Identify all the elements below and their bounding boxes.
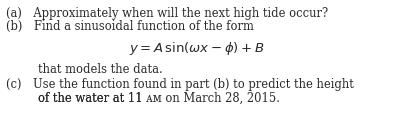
Text: $y = A\,\sin(\omega x - \phi) + B$: $y = A\,\sin(\omega x - \phi) + B$: [129, 40, 265, 57]
Text: that models the data.: that models the data.: [38, 63, 163, 76]
Text: (b) Find a sinusoidal function of the form: (b) Find a sinusoidal function of the fo…: [6, 20, 254, 33]
Text: (c) Use the function found in part (b) to predict the height: (c) Use the function found in part (b) t…: [6, 78, 354, 91]
Text: (a) Approximately when will the next high tide occur?: (a) Approximately when will the next hig…: [6, 7, 328, 20]
Text: of the water at 11: of the water at 11: [38, 92, 146, 105]
Text: of the water at 11 ᴀᴍ on March 28, 2015.: of the water at 11 ᴀᴍ on March 28, 2015.: [38, 92, 280, 105]
